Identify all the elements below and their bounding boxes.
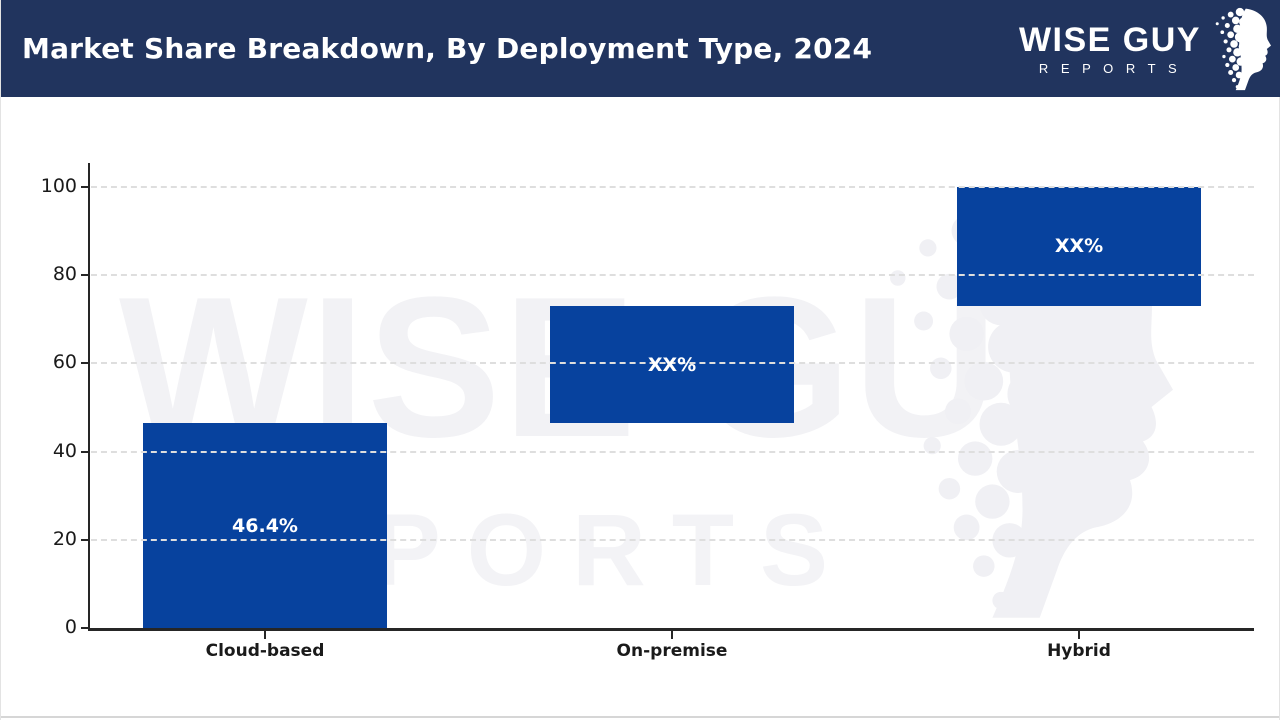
bar-segment (550, 305, 794, 424)
y-tick-label: 60 (52, 351, 77, 374)
gridline (91, 185, 1254, 188)
logo-reports: R E P O R T S (1038, 60, 1182, 76)
x-category-label: On-premise (616, 641, 728, 661)
header: Market Share Breakdown, By Deployment Ty… (1, 0, 1280, 97)
y-tick-mark (81, 185, 90, 188)
y-tick-label: 100 (40, 174, 77, 197)
y-tick-label: 0 (64, 616, 77, 638)
gridline (91, 450, 1254, 453)
x-tick-mark (1078, 631, 1080, 639)
logo-wordmark: WISE GUY (1018, 20, 1201, 59)
page-title: Market Share Breakdown, By Deployment Ty… (22, 32, 873, 65)
logo-text: WISE GUY R E P O R T S (1019, 23, 1201, 76)
logo-head-icon (1215, 7, 1271, 91)
y-tick-mark (81, 362, 90, 365)
y-tick-mark (81, 627, 90, 629)
y-tick-label: 40 (52, 439, 77, 462)
x-axis-line (88, 628, 1254, 631)
bar-segment (143, 423, 387, 628)
y-tick-mark (81, 450, 90, 453)
y-tick-mark (81, 274, 90, 277)
gridline (91, 274, 1254, 277)
gridline (91, 538, 1254, 541)
bar-value-label: 46.4% (232, 514, 298, 537)
bar-value-label: XX% (1054, 235, 1104, 258)
logo: WISE GUY R E P O R T S (1019, 4, 1271, 94)
y-tick-label: 20 (52, 527, 77, 550)
x-category-label: Hybrid (1047, 641, 1111, 661)
x-category-label: Cloud-based (205, 641, 325, 661)
gridline (91, 362, 1254, 365)
y-tick-mark (81, 538, 90, 541)
y-tick-label: 80 (52, 263, 77, 286)
x-tick-mark (264, 631, 266, 639)
x-tick-mark (671, 631, 673, 639)
y-axis-line (88, 163, 90, 631)
bar-value-label: XX% (647, 353, 697, 376)
